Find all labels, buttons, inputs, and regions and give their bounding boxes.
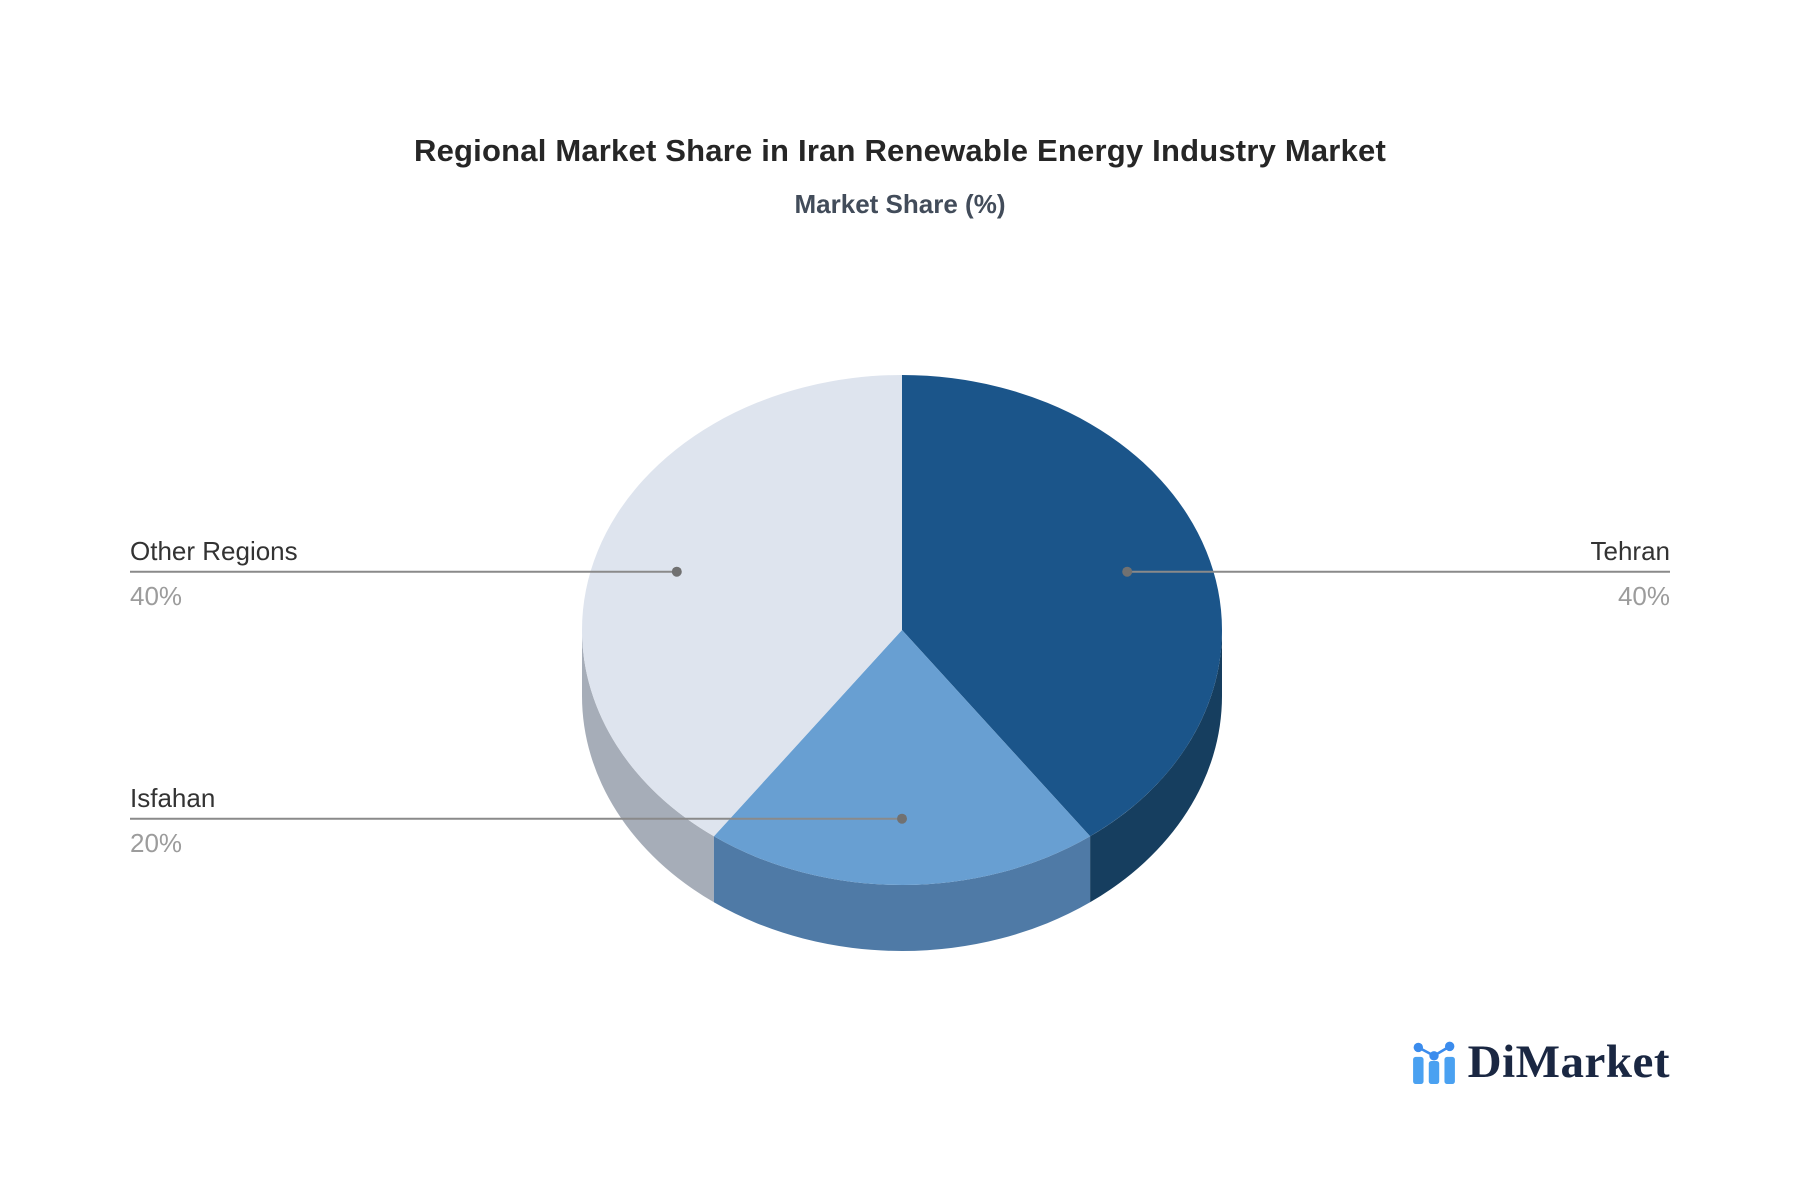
brand-logo: DiMarket — [1412, 1036, 1670, 1088]
bar-line-chart-icon — [1412, 1041, 1455, 1084]
callout-dot-other-regions — [671, 566, 682, 577]
pie-slice-side-isfahan — [713, 836, 1091, 952]
pie-slice-tehran[interactable] — [902, 375, 1222, 837]
slice-value-tehran: 40% — [1617, 580, 1670, 611]
chart-title: Regional Market Share in Iran Renewable … — [414, 133, 1386, 168]
pie-slice-side-other-regions — [582, 630, 714, 903]
pie-slice-side-tehran — [1090, 630, 1222, 903]
slice-label-tehran: Tehran — [1590, 535, 1671, 566]
slice-label-isfahan: Isfahan — [130, 782, 216, 813]
slice-label-other-regions: Other Regions — [130, 535, 298, 566]
chart-subtitle: Market Share (%) — [794, 189, 1006, 219]
pie-slice-other-regions[interactable] — [581, 375, 902, 837]
brand-logo-text: DiMarket — [1467, 1036, 1670, 1088]
pie-slice-isfahan[interactable] — [713, 630, 1091, 886]
slice-value-other-regions: 40% — [130, 580, 183, 611]
callout-dot-tehran — [1122, 566, 1133, 577]
slice-value-isfahan: 20% — [130, 827, 183, 858]
callout-dot-isfahan — [897, 813, 907, 824]
